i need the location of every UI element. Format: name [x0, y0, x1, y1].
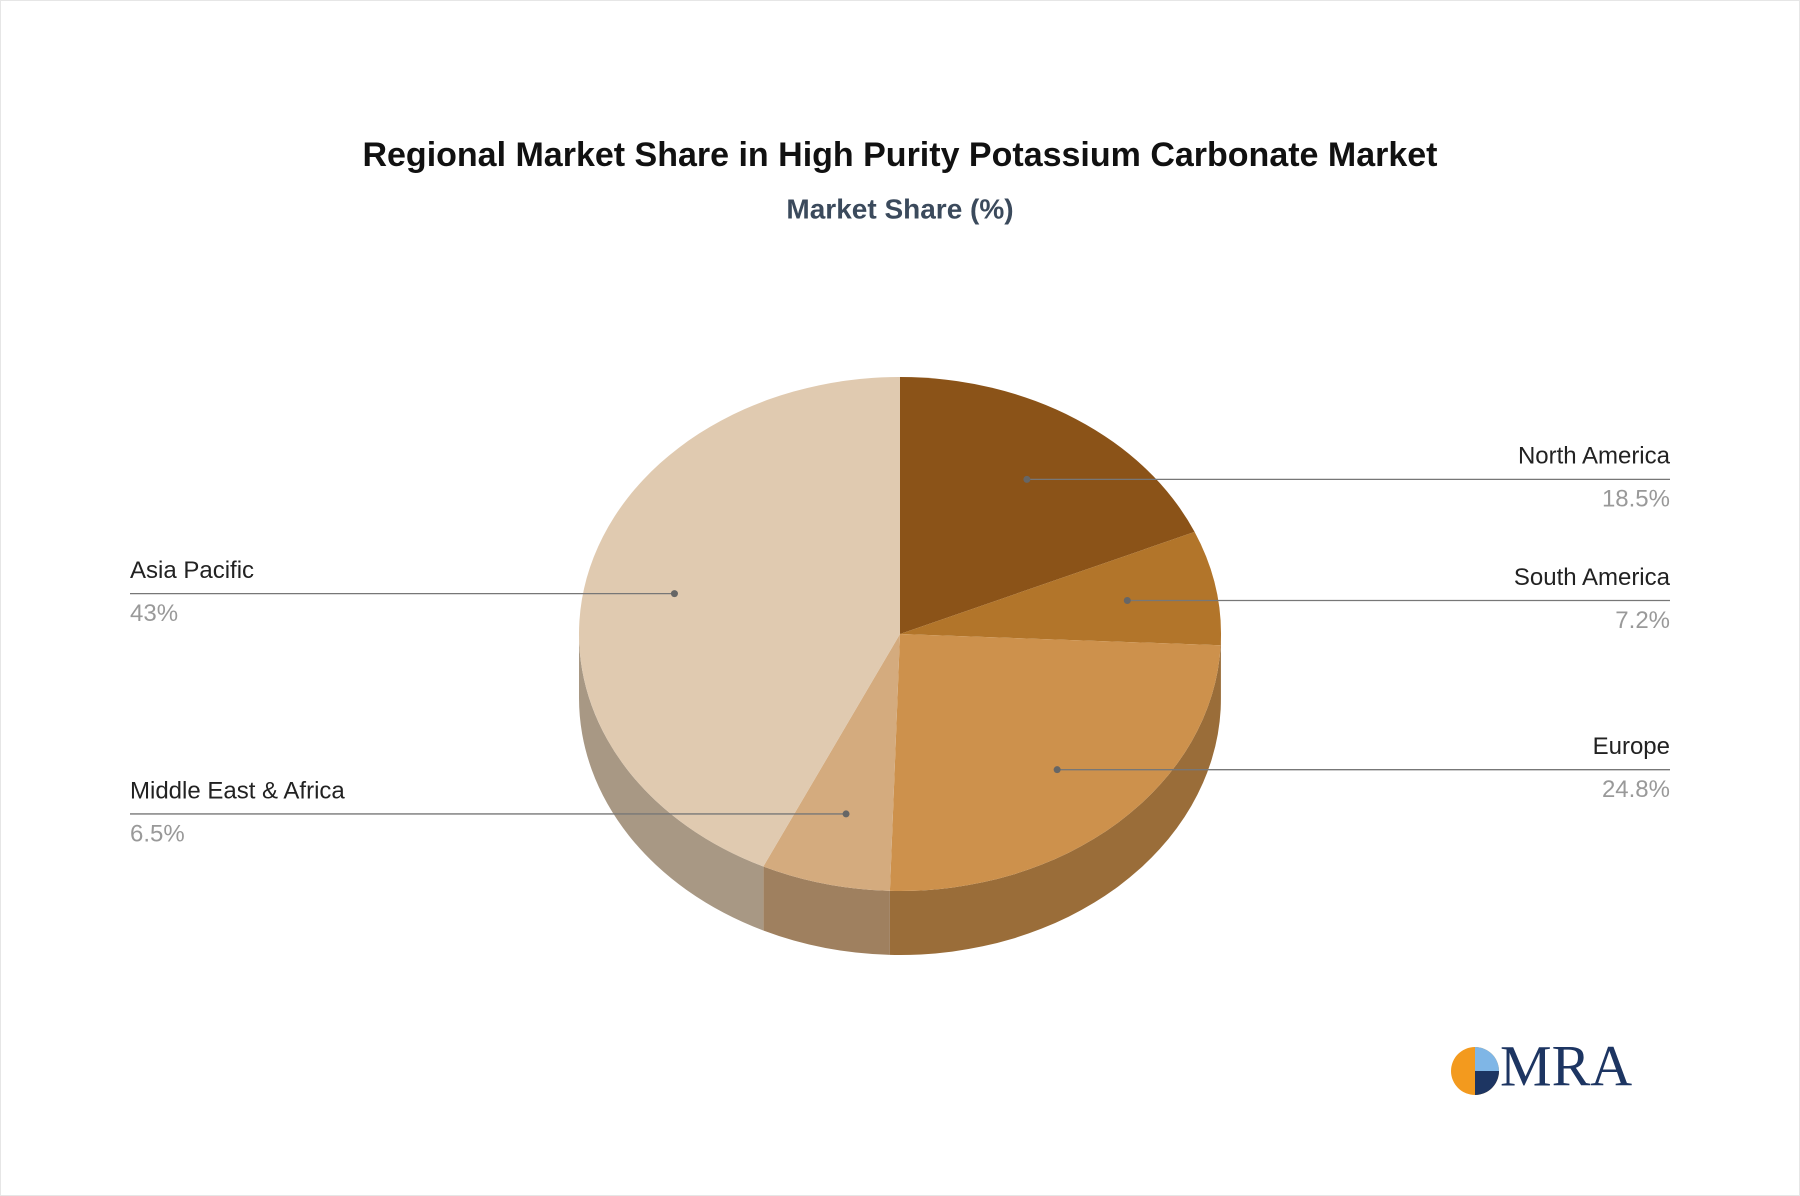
pie-slice — [900, 377, 1195, 634]
leader-dot — [1123, 596, 1131, 604]
slice-value-label: 7.2% — [1615, 607, 1670, 634]
leader-dot — [1023, 475, 1031, 483]
slice-label: Middle East & Africa — [130, 777, 345, 804]
pie-side — [889, 645, 1221, 955]
slice-label: Europe — [1593, 733, 1670, 760]
slice-label: South America — [1514, 564, 1671, 591]
pie-slice — [889, 634, 1221, 891]
pie-slice — [900, 531, 1221, 646]
chart-subtitle: Market Share (%) — [786, 193, 1013, 224]
slice-value-label: 18.5% — [1602, 486, 1670, 513]
slice-label: Asia Pacific — [130, 557, 254, 584]
logo: MRA — [1451, 1033, 1632, 1098]
leader-dot — [842, 810, 850, 818]
pie-side — [579, 634, 764, 931]
pie-slice — [579, 377, 900, 867]
slice-label: North America — [1518, 443, 1671, 470]
leader-dot — [1053, 766, 1061, 774]
logo-text: MRA — [1500, 1033, 1632, 1098]
slice-value-label: 43% — [130, 600, 178, 627]
slice-value-label: 24.8% — [1602, 776, 1670, 803]
logo-wedge — [1475, 1071, 1499, 1095]
slice-value-label: 6.5% — [130, 820, 185, 847]
chart-title: Regional Market Share in High Purity Pot… — [362, 136, 1437, 174]
pie-side — [763, 866, 890, 955]
leader-dot — [670, 590, 678, 598]
pie-slice — [763, 634, 900, 891]
logo-wedge — [1475, 1047, 1499, 1071]
